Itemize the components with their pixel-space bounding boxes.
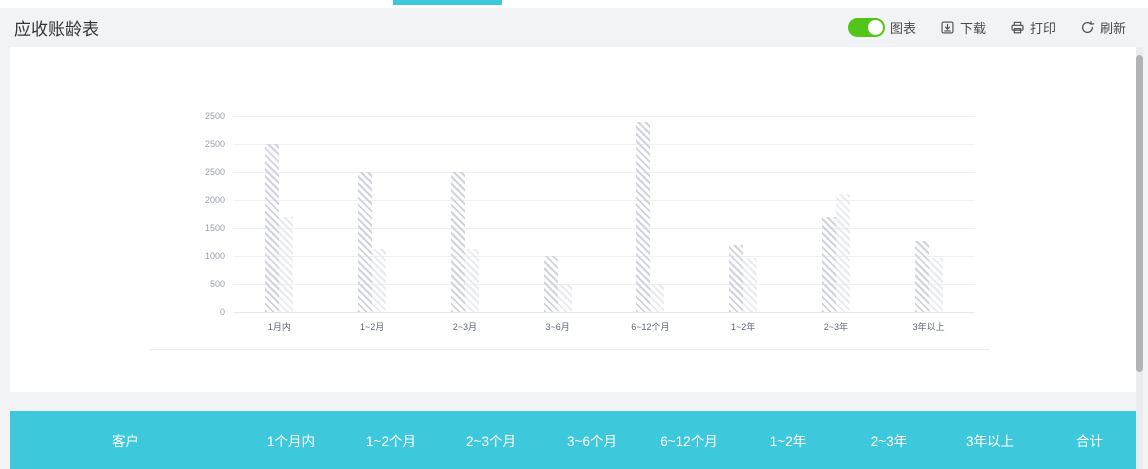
- refresh-label: 刷新: [1099, 21, 1126, 36]
- bar-pair: [821, 194, 850, 312]
- x-axis-label: 3年以上: [912, 322, 945, 332]
- bar-group: 1月内: [233, 116, 326, 332]
- bar-group: 1~2月: [326, 116, 419, 332]
- bar-aging-secondary: [650, 284, 665, 312]
- bar-aging-secondary: [835, 194, 850, 312]
- x-axis-label: 2~3月: [452, 322, 478, 332]
- chart-toggle[interactable]: [847, 18, 885, 37]
- chart-gridline: [233, 284, 975, 285]
- table-header-cell: 1~2年: [769, 434, 807, 449]
- x-axis-label: 1月内: [267, 322, 291, 332]
- chart-gridline: [233, 312, 975, 313]
- chart-gridline: [233, 116, 975, 117]
- table-header-cell: 6~12个月: [660, 434, 718, 449]
- bar-aging-secondary: [464, 249, 479, 312]
- header-controls: 图表 下载 打印: [847, 18, 1126, 37]
- bar-aging-secondary: [743, 258, 758, 312]
- print-button[interactable]: 打印: [1010, 18, 1056, 37]
- bar-aging-primary: [265, 144, 280, 312]
- bar-pair: [636, 122, 665, 312]
- card-divider: [150, 349, 990, 350]
- chart-toggle-label: 图表: [889, 21, 916, 36]
- y-axis-label: 2500: [204, 111, 225, 121]
- bar-aging-secondary: [279, 217, 294, 312]
- chart-gridline: [233, 144, 975, 145]
- bar-pair: [543, 256, 572, 312]
- chart-card: 2500 2500 2500 2000 1500 1000 500 0 1月内 1~2月 2~3月 3…: [10, 47, 1136, 392]
- page-header: 应收账龄表 图表 下载: [0, 8, 1148, 47]
- bar-aging-secondary: [372, 249, 387, 312]
- table-header-cell: 1个月内: [266, 434, 315, 449]
- y-axis-label: 500: [209, 279, 225, 289]
- y-axis-label: 0: [219, 307, 225, 317]
- scrollbar-thumb[interactable]: [1136, 55, 1143, 372]
- x-axis-label: 3~6月: [545, 322, 570, 332]
- bar-aging-primary: [450, 172, 465, 312]
- bar-aging-secondary: [928, 258, 943, 312]
- bar-group: 2~3月: [419, 116, 512, 332]
- bar-group: 1~2年: [697, 116, 790, 332]
- printer-icon: [1010, 20, 1025, 35]
- y-axis-label: 2500: [204, 167, 225, 177]
- table-header-cell: 1~2个月: [366, 434, 416, 449]
- bar-group: 6~12个月: [604, 116, 697, 332]
- bar-aging-primary: [729, 245, 744, 312]
- bar-aging-primary: [914, 241, 929, 312]
- chart-gridline: [233, 228, 975, 229]
- y-axis-label: 2500: [204, 139, 225, 149]
- download-label: 下载: [959, 21, 986, 36]
- bar-aging-secondary: [557, 284, 572, 312]
- table-header-cell: 客户: [112, 434, 139, 449]
- refresh-button[interactable]: 刷新: [1080, 18, 1126, 37]
- y-axis-label: 1500: [204, 223, 225, 233]
- x-axis-label: 2~3年: [823, 322, 849, 332]
- table-header-cell: 合计: [1076, 434, 1103, 449]
- bar-pair: [729, 245, 758, 312]
- chart-gridline: [233, 172, 975, 173]
- chart-plot: 2500 2500 2500 2000 1500 1000 500 0 1月内 1~2月 2~3月 3…: [205, 111, 975, 332]
- bar-pair: [265, 144, 294, 312]
- chart-toggle-group: 图表: [847, 18, 916, 37]
- bar-pair: [358, 172, 387, 312]
- toggle-knob-icon: [867, 20, 883, 35]
- print-label: 打印: [1029, 21, 1056, 36]
- table-header: 客户 1个月内 1~2个月 2~3个月 3~6个月 6~12个月 1~2年 2~3年 3年以上 合…: [10, 411, 1136, 469]
- x-axis-label: 1~2年: [730, 322, 756, 332]
- active-tab-indicator: [393, 0, 502, 5]
- browser-top-strip: [0, 0, 1148, 8]
- table-header-cell: 2~3年: [870, 434, 908, 449]
- bar-group: 3年以上: [882, 116, 975, 332]
- bar-group: 3~6月: [511, 116, 604, 332]
- table-header-cell: 3年以上: [965, 434, 1014, 449]
- y-axis-label: 1000: [204, 251, 225, 261]
- page-title: 应收账龄表: [14, 20, 99, 39]
- y-axis-label: 2000: [204, 195, 225, 205]
- bar-aging-primary: [821, 217, 836, 312]
- chart-gridline: [233, 256, 975, 257]
- refresh-icon: [1080, 20, 1095, 35]
- bar-aging-primary: [358, 172, 373, 312]
- table-header-cell: 2~3个月: [466, 434, 516, 449]
- chart-gridline: [233, 200, 975, 201]
- bar-aging-primary: [636, 122, 651, 312]
- download-icon: [940, 20, 955, 35]
- bar-group: 2~3年: [790, 116, 883, 332]
- download-button[interactable]: 下载: [940, 18, 986, 37]
- bar-pair: [450, 172, 479, 312]
- bar-pair: [914, 241, 943, 312]
- bar-aging-primary: [543, 256, 558, 312]
- table-header-cell: 3~6个月: [567, 434, 617, 449]
- x-axis-label: 1~2月: [359, 322, 385, 332]
- x-axis-label: 6~12个月: [631, 322, 670, 332]
